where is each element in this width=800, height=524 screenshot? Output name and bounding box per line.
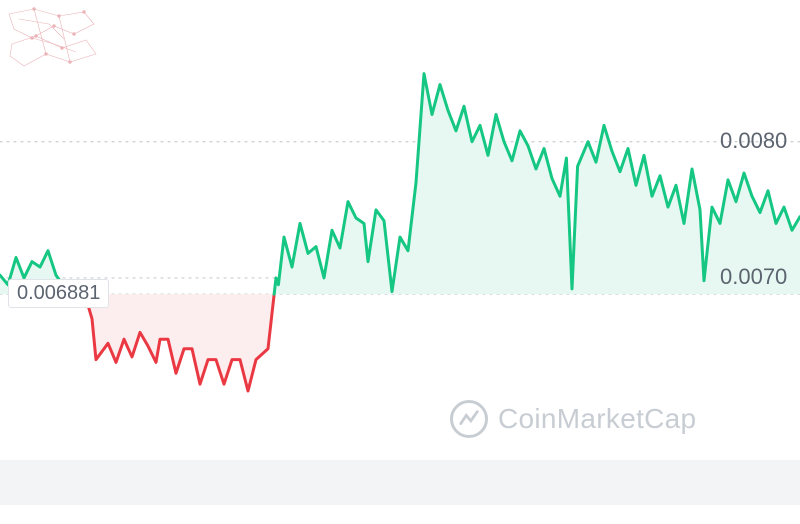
y-axis-tick-label: 0.0070 bbox=[720, 264, 787, 290]
price-chart: 0.0080 0.0070 0.006881 CoinMarketCap bbox=[0, 0, 800, 524]
chart-canvas bbox=[0, 0, 800, 524]
watermark-icon bbox=[450, 400, 488, 438]
watermark-text: CoinMarketCap bbox=[498, 403, 696, 435]
watermark: CoinMarketCap bbox=[450, 400, 696, 438]
baseline-price-label: 0.006881 bbox=[8, 279, 109, 308]
y-axis-tick-label: 0.0080 bbox=[720, 128, 787, 154]
volume-strip bbox=[0, 460, 800, 505]
